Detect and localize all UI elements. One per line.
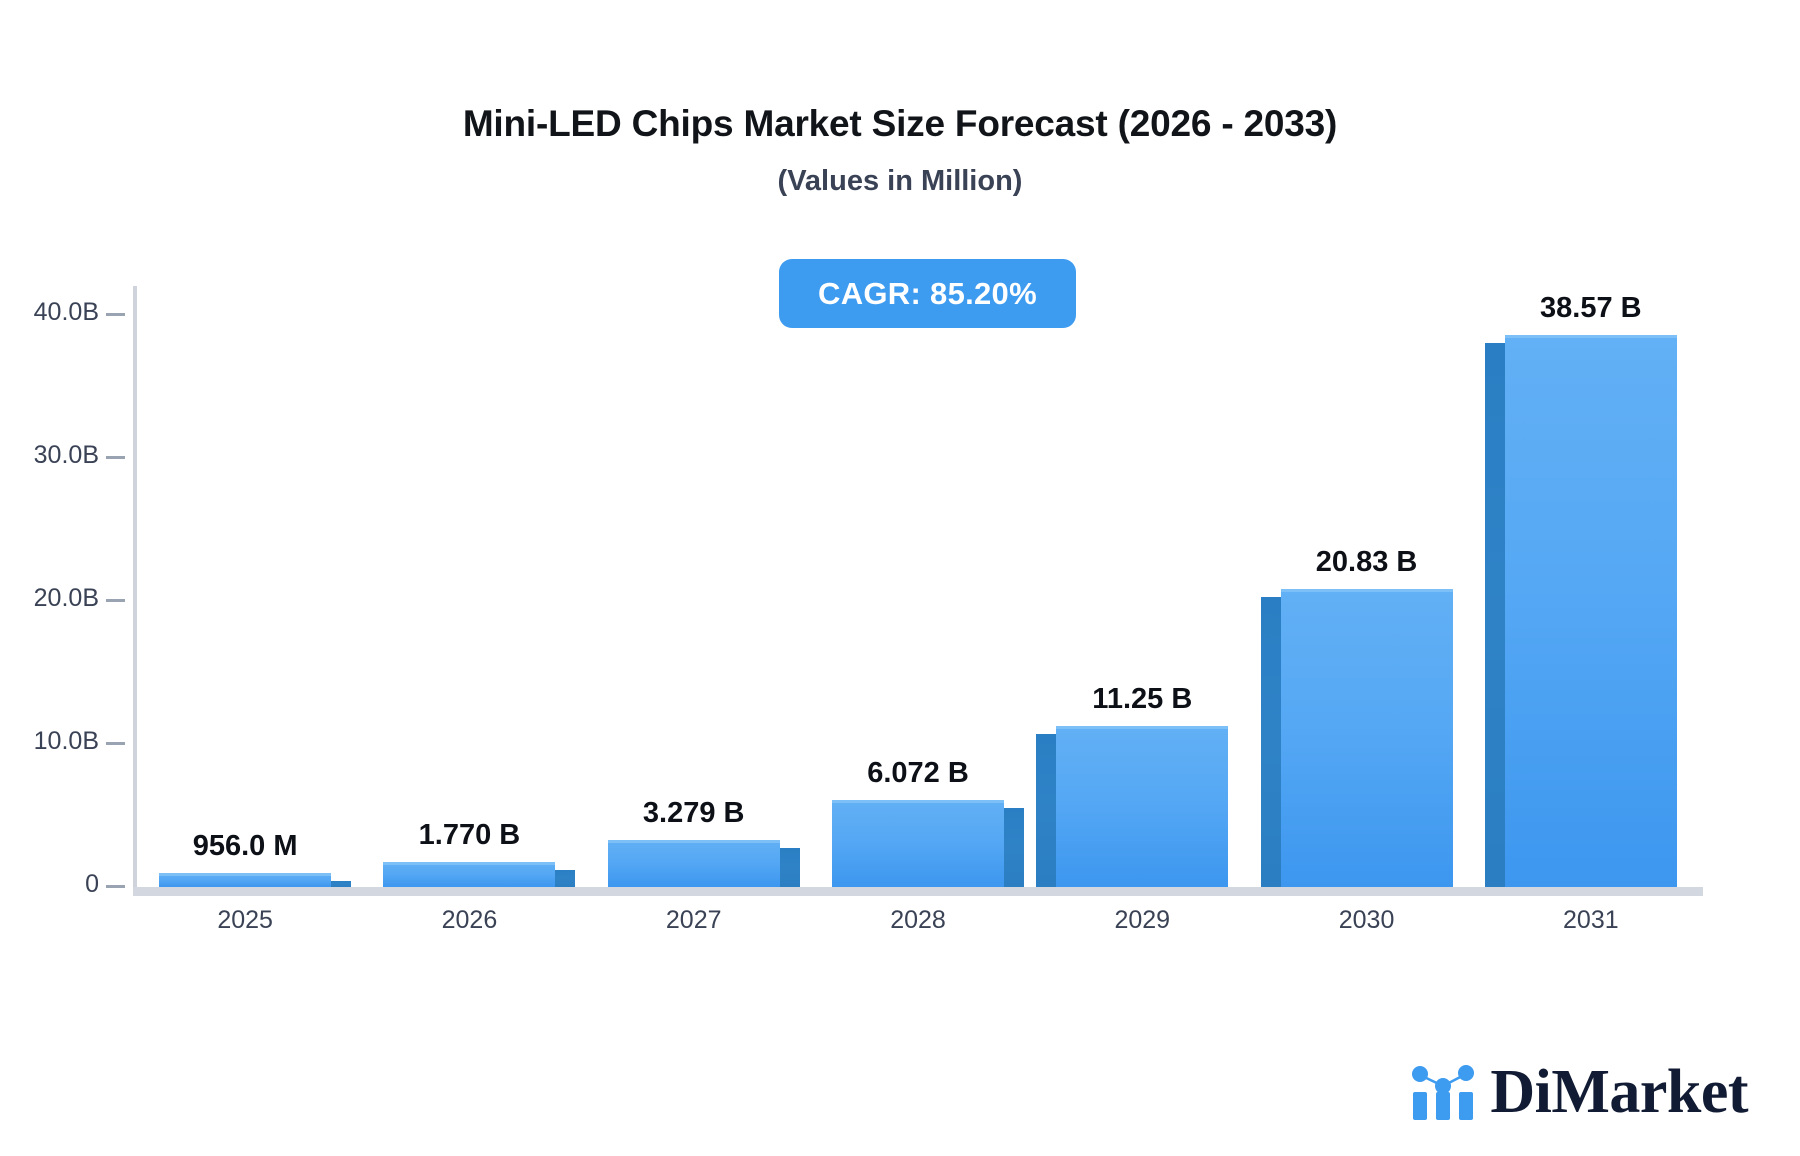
bar-front-face [383,861,556,887]
x-axis-label: 2031 [1563,906,1619,934]
page-title: Mini-LED Chips Market Size Forecast (202… [462,103,1338,144]
bar-column: 20.83 B [1260,286,1453,887]
y-axis-tick-label: 30.0B [33,440,99,469]
bar-side-face [331,881,352,887]
bar-column: 11.25 B [1036,286,1229,887]
bar-series: 956.0 M 1.770 B 3.279 B 6.072 B 11.25 B 20.83… [133,286,1703,887]
y-axis-tick-label: 0 [85,870,99,898]
y-axis-tick-label: 40.0B [33,297,99,326]
brand-name: DiMarket [1490,1058,1748,1126]
bar-top-edge [1280,588,1453,592]
y-axis-tick-mark [106,598,125,602]
y-axis-tick-mark [106,885,125,888]
bar-top-edge [607,840,780,844]
brand-logo: DiMarket [1410,1061,1748,1123]
chart-subtitle: (Values in Million) [777,164,1023,197]
bar-side-face [1484,343,1505,887]
y-axis-tick-mark [106,312,125,316]
bar-side-face [1260,596,1281,887]
x-axis-label: 2025 [217,906,273,934]
bar-column: 38.57 B [1484,286,1677,887]
bar-side-face [555,869,576,887]
y-axis-tick-mark [106,741,125,745]
bar-top-edge [1504,335,1677,339]
bar-chart-icon [1412,1065,1475,1120]
x-axis-label: 2026 [441,906,498,934]
bar-value-label: 38.57 B [1540,292,1642,325]
bar-top-edge [832,800,1004,804]
chart-header: Mini-LED Chips Market Size Forecast (202… [0,103,1800,198]
chart-plot-area: 0 10.0B 20.0B 30.0B 40.0B 956.0 M 1.770 B 3.27… [33,286,1703,966]
bar-front-face [159,873,332,887]
bar-column: 3.279 B [607,286,800,887]
y-axis-tick-mark [106,455,125,459]
bar-value-label: 6.072 B [867,757,969,790]
bar-front-face [1504,335,1677,887]
x-axis-label: 2027 [665,906,722,934]
bar-value-label: 956.0 M [192,830,298,863]
y-axis-tick-label: 10.0B [33,726,99,755]
bar-value-label: 11.25 B [1092,683,1193,716]
x-axis-label: 2028 [890,906,946,934]
bar-side-face [1036,734,1057,887]
bar-column: 1.770 B [383,286,576,887]
cagr-badge-label: CAGR: 85.20% [818,275,1037,311]
bar-side-face [779,848,800,887]
x-axis-label: 2030 [1338,906,1395,934]
bar-side-face [1004,808,1024,887]
bar-front-face [607,840,780,887]
bar-front-face [832,800,1004,887]
bar-value-label: 3.279 B [642,797,745,830]
bar-top-edge [1056,726,1229,730]
bar-top-edge [383,861,556,865]
bar-top-edge [159,873,332,877]
y-axis-tick-label: 20.0B [33,583,99,612]
bar-column: 6.072 B [832,286,1024,887]
bar-column: 956.0 M [159,286,352,887]
bar-value-label: 20.83 B [1315,545,1418,578]
cagr-badge: CAGR: 85.20% [779,259,1076,328]
x-axis-label: 2029 [1114,906,1171,934]
bar-value-label: 1.770 B [418,818,521,851]
bar-front-face [1280,588,1453,887]
x-axis-baseline [133,887,1703,896]
bar-front-face [1056,726,1229,887]
y-axis-line [133,286,137,887]
x-axis-labels: 2025 2026 2027 2028 2029 2030 2031 [133,906,1703,966]
